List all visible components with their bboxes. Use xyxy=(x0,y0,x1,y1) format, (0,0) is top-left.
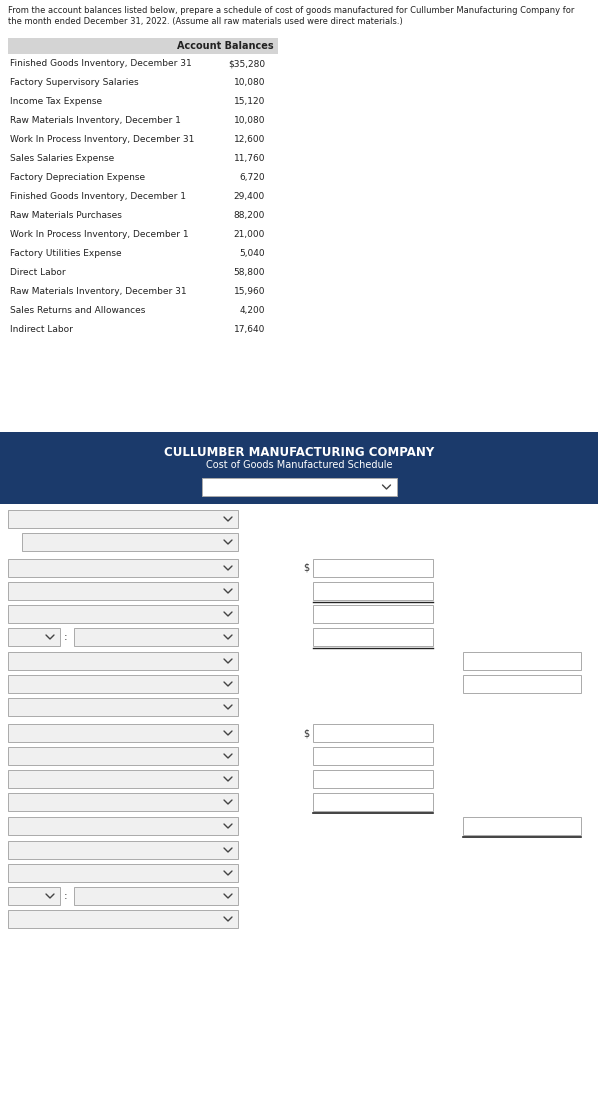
Text: 58,800: 58,800 xyxy=(233,267,265,278)
Bar xyxy=(8,887,60,905)
Text: :: : xyxy=(64,891,68,901)
Bar xyxy=(313,793,433,811)
Bar xyxy=(8,793,238,811)
Text: 29,400: 29,400 xyxy=(234,192,265,201)
Text: 15,960: 15,960 xyxy=(233,286,265,297)
Bar xyxy=(463,652,581,670)
Text: 10,080: 10,080 xyxy=(233,78,265,87)
Text: Cost of Goods Manufactured Schedule: Cost of Goods Manufactured Schedule xyxy=(206,460,392,470)
Text: the month ended December 31, 2022. (Assume all raw materials used were direct ma: the month ended December 31, 2022. (Assu… xyxy=(8,17,402,26)
Bar xyxy=(8,510,238,528)
Text: 12,600: 12,600 xyxy=(234,135,265,144)
Text: 88,200: 88,200 xyxy=(234,211,265,220)
Bar xyxy=(313,560,433,577)
Text: 17,640: 17,640 xyxy=(234,325,265,333)
Bar xyxy=(202,478,396,496)
Text: Factory Utilities Expense: Factory Utilities Expense xyxy=(10,250,121,258)
Text: 10,080: 10,080 xyxy=(233,116,265,125)
Bar xyxy=(8,747,238,765)
Bar xyxy=(8,652,238,670)
Text: Work In Process Inventory, December 1: Work In Process Inventory, December 1 xyxy=(10,231,188,239)
Bar xyxy=(74,887,238,905)
Bar xyxy=(8,582,238,600)
Text: Finished Goods Inventory, December 1: Finished Goods Inventory, December 1 xyxy=(10,192,186,201)
Bar xyxy=(313,747,433,765)
Bar xyxy=(8,724,238,742)
Bar xyxy=(313,724,433,742)
Bar xyxy=(463,675,581,693)
Text: Account Balances: Account Balances xyxy=(178,41,274,51)
Text: 6,720: 6,720 xyxy=(239,173,265,182)
Bar xyxy=(8,675,238,693)
Text: Work In Process Inventory, December 31: Work In Process Inventory, December 31 xyxy=(10,135,194,144)
Bar xyxy=(8,605,238,623)
Text: Direct Labor: Direct Labor xyxy=(10,267,66,278)
Bar xyxy=(313,582,433,600)
Text: Raw Materials Inventory, December 1: Raw Materials Inventory, December 1 xyxy=(10,116,181,125)
Text: Finished Goods Inventory, December 31: Finished Goods Inventory, December 31 xyxy=(10,59,192,68)
Text: Indirect Labor: Indirect Labor xyxy=(10,325,73,333)
Text: :: : xyxy=(64,632,68,642)
Text: Factory Supervisory Salaries: Factory Supervisory Salaries xyxy=(10,78,139,87)
Text: 4,200: 4,200 xyxy=(240,305,265,316)
Bar xyxy=(8,560,238,577)
Bar xyxy=(313,628,433,646)
Bar xyxy=(0,432,598,504)
Bar xyxy=(8,698,238,716)
Bar xyxy=(8,817,238,835)
Bar xyxy=(22,533,238,551)
Bar xyxy=(8,38,278,54)
Bar xyxy=(74,628,238,646)
Text: $35,280: $35,280 xyxy=(228,59,265,68)
Bar xyxy=(8,628,60,646)
Text: Factory Depreciation Expense: Factory Depreciation Expense xyxy=(10,173,145,182)
Bar xyxy=(463,817,581,835)
Text: CULLUMBER MANUFACTURING COMPANY: CULLUMBER MANUFACTURING COMPANY xyxy=(164,446,434,459)
Text: Income Tax Expense: Income Tax Expense xyxy=(10,97,102,106)
Text: Raw Materials Purchases: Raw Materials Purchases xyxy=(10,211,122,220)
Text: 5,040: 5,040 xyxy=(239,250,265,258)
Bar xyxy=(8,770,238,788)
Bar xyxy=(313,605,433,623)
Text: Sales Salaries Expense: Sales Salaries Expense xyxy=(10,154,114,163)
Text: 11,760: 11,760 xyxy=(233,154,265,163)
Bar xyxy=(8,864,238,882)
Text: $: $ xyxy=(303,563,309,573)
Text: From the account balances listed below, prepare a schedule of cost of goods manu: From the account balances listed below, … xyxy=(8,6,574,15)
Text: Sales Returns and Allowances: Sales Returns and Allowances xyxy=(10,305,145,316)
Text: 15,120: 15,120 xyxy=(234,97,265,106)
Text: Raw Materials Inventory, December 31: Raw Materials Inventory, December 31 xyxy=(10,286,187,297)
Text: 21,000: 21,000 xyxy=(234,231,265,239)
Bar xyxy=(8,910,238,928)
Bar xyxy=(313,770,433,788)
Bar xyxy=(8,841,238,859)
Text: $: $ xyxy=(303,728,309,739)
